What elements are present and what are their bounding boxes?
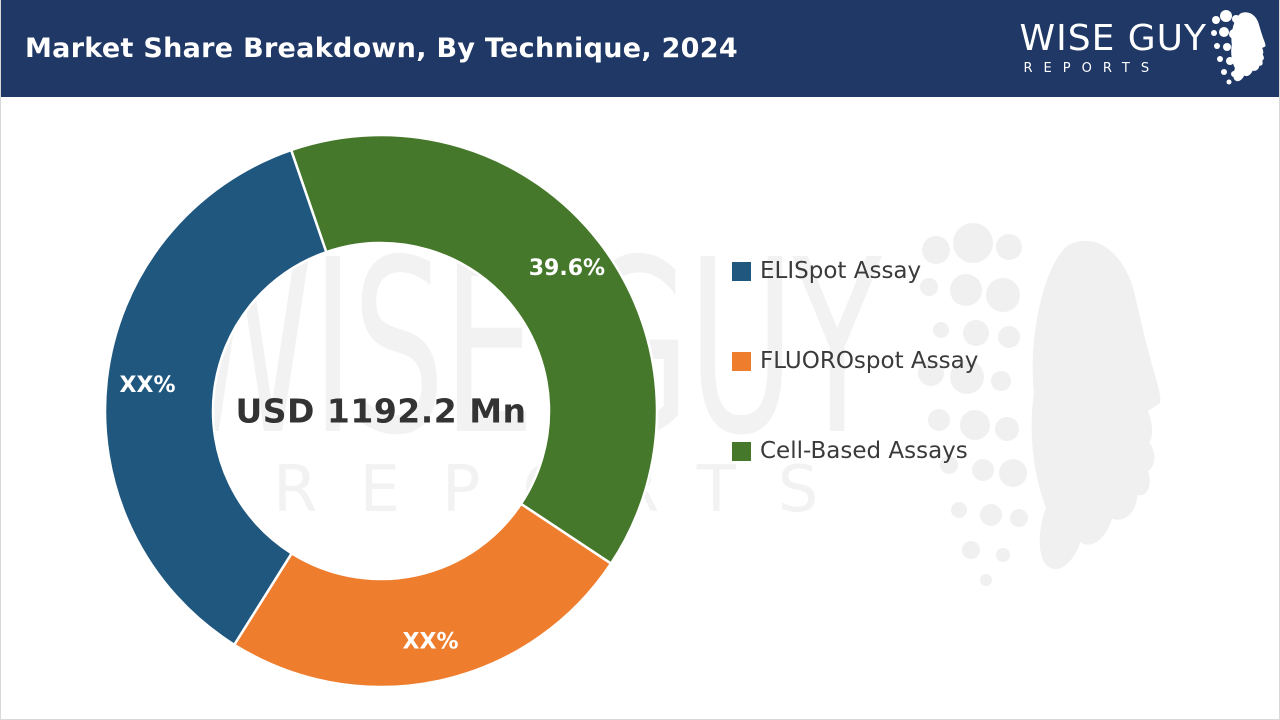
header-bar: Market Share Breakdown, By Technique, 20… <box>1 0 1279 97</box>
legend-label: Cell-Based Assays <box>760 438 968 464</box>
legend-swatch-cell-based <box>732 441 751 461</box>
legend-swatch-elispot <box>732 261 751 281</box>
page-title: Market Share Breakdown, By Technique, 20… <box>25 33 738 64</box>
legend-swatch-fluorospot <box>732 351 751 371</box>
logo-text: WISE GUY REPORTS <box>1020 18 1208 75</box>
donut-segment-1 <box>233 502 613 689</box>
legend-item-cell-based: Cell-Based Assays <box>732 438 978 464</box>
watermark-face-icon <box>918 223 1161 586</box>
legend-item-elispot: ELISpot Assay <box>732 258 978 284</box>
legend-label: ELISpot Assay <box>760 258 922 284</box>
legend-item-fluorospot: FLUOROspot Assay <box>732 348 978 374</box>
chart-legend: ELISpot Assay FLUOROspot Assay Cell-Base… <box>732 258 978 528</box>
logo-wordmark: WISE GUY <box>1019 18 1207 60</box>
donut-segment-0 <box>289 133 659 565</box>
logo-face-icon <box>1211 10 1266 85</box>
slice-label: 39.6% <box>529 256 605 281</box>
logo-reports-text: REPORTS <box>1023 60 1161 76</box>
slice-label: XX% <box>120 373 176 398</box>
slice-label: XX% <box>403 630 459 655</box>
legend-label: FLUOROspot Assay <box>760 348 979 374</box>
wise-guy-logo: WISE GUY REPORTS <box>1020 8 1268 86</box>
donut-segment-2 <box>103 148 328 646</box>
chart-center-total: USD 1192.2 Mn <box>235 391 527 431</box>
